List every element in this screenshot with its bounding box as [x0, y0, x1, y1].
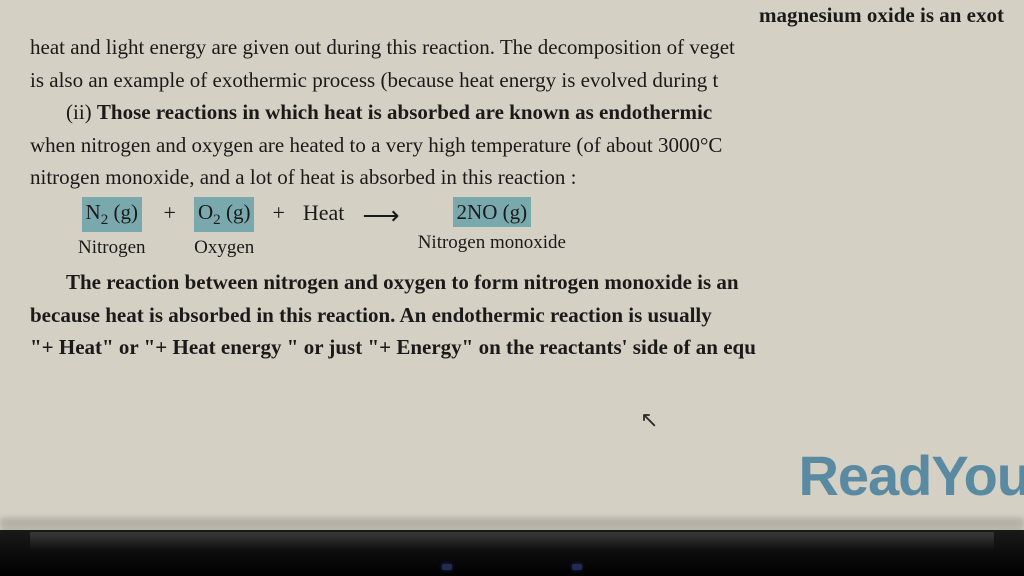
formula-o2: O2 (g): [194, 197, 254, 232]
line-7: The reaction between nitrogen and oxygen…: [30, 267, 1004, 297]
reaction-arrow: ⟶: [362, 197, 399, 235]
line-9: "+ Heat" or "+ Heat energy " or just "+ …: [30, 332, 1004, 362]
mouse-cursor-icon: ↖: [640, 404, 658, 436]
formula-2no: 2NO (g): [453, 197, 532, 227]
line-6: nitrogen monoxide, and a lot of heat is …: [30, 162, 1004, 192]
bold-line-7: The reaction between nitrogen and oxygen…: [66, 270, 739, 294]
plus-op: +: [164, 197, 176, 229]
line-1: magnesium oxide is an exot: [30, 0, 1004, 30]
led-icon: [442, 564, 452, 570]
monitor-bezel: [0, 530, 1024, 576]
label-nitrogen-monoxide: Nitrogen monoxide: [418, 229, 566, 257]
bold-fragment: magnesium oxide is an exot: [759, 3, 1004, 27]
line-8: because heat is absorbed in this reactio…: [30, 300, 1004, 330]
heat-term: Heat: [303, 197, 345, 229]
textbook-page: magnesium oxide is an exot heat and ligh…: [0, 0, 1024, 530]
line-4: (ii) Those reactions in which heat is ab…: [30, 97, 1004, 127]
line-2: heat and light energy are given out duri…: [30, 32, 1004, 62]
readyou-watermark: ReadYou: [798, 435, 1024, 516]
label-oxygen: Oxygen: [194, 234, 254, 262]
product-no: 2NO (g) Nitrogen monoxide: [418, 197, 566, 257]
line-3: is also an example of exothermic process…: [30, 65, 1004, 95]
reactant-oxygen: O2 (g) Oxygen: [194, 197, 254, 262]
formula-n2: N2 (g): [82, 197, 142, 232]
led-icon: [572, 564, 582, 570]
endothermic-defn: Those reactions in which heat is absorbe…: [97, 100, 712, 124]
chemical-equation: N2 (g) Nitrogen + O2 (g) Oxygen + Heat ⟶…: [78, 197, 1004, 262]
line-5: when nitrogen and oxygen are heated to a…: [30, 130, 1004, 160]
watermark-text: ReadYou: [798, 444, 1024, 507]
reactant-nitrogen: N2 (g) Nitrogen: [78, 197, 146, 262]
plus-op-2: +: [272, 197, 284, 229]
label-nitrogen: Nitrogen: [78, 234, 146, 262]
bezel-leds: [442, 564, 582, 570]
item-label: (ii): [66, 100, 92, 124]
bezel-reflection: [30, 532, 994, 550]
